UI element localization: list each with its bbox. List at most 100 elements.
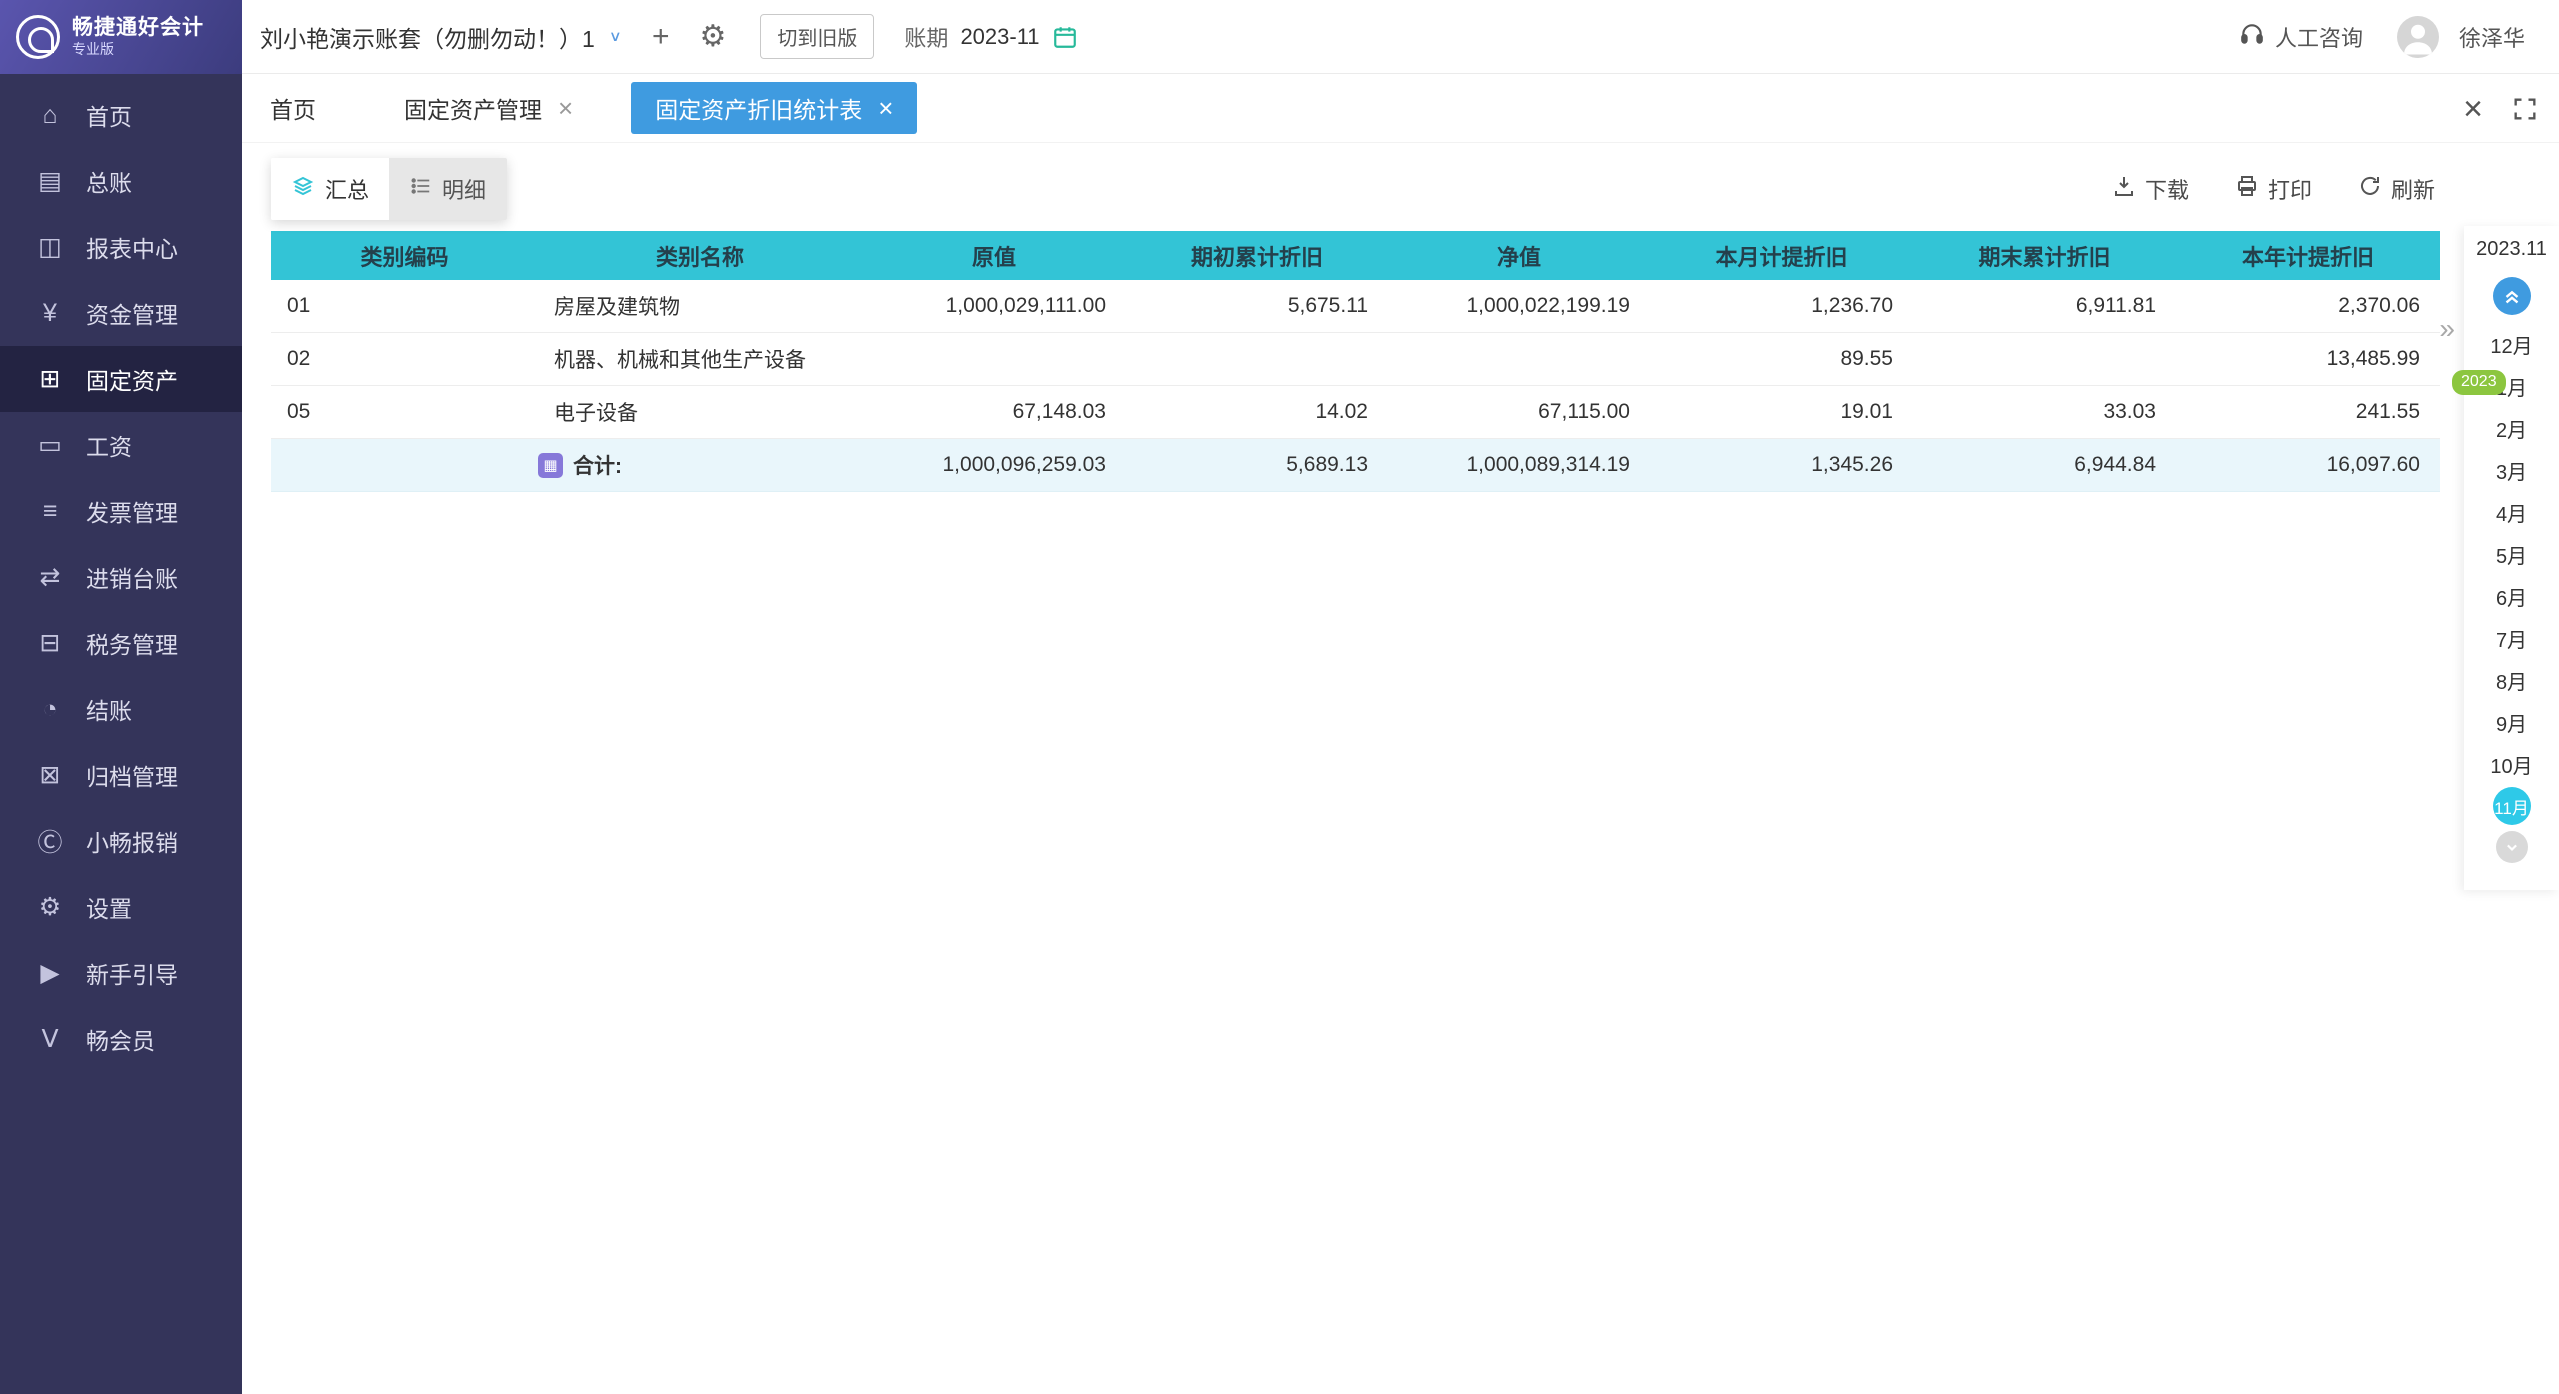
sidebar-item-invoice-management[interactable]: ≡ 发票管理	[0, 478, 242, 544]
sidebar-item-purchase-sale-ledger[interactable]: ⇄ 进销台账	[0, 544, 242, 610]
trade-icon: ⇄	[39, 563, 61, 591]
report-icon: ◫	[38, 233, 62, 261]
invoice-icon: ≡	[42, 496, 58, 525]
summary-view-button[interactable]: 汇总	[271, 158, 389, 220]
month-item-sep[interactable]: 9月	[2495, 713, 2528, 736]
calendar-icon[interactable]	[1052, 24, 1078, 50]
tab-fixed-asset-management[interactable]: 固定资产管理 ×	[404, 93, 574, 123]
sidebar-item-beginner-guide[interactable]: ▶ 新手引导	[0, 940, 242, 1006]
month-item-aug[interactable]: 8月	[2495, 671, 2528, 694]
close-icon[interactable]: ×	[558, 93, 574, 123]
toolbar-actions: 下载 打印 刷新	[2112, 173, 2435, 205]
home-icon: ⌂	[42, 100, 58, 129]
gear-icon[interactable]: ⚙	[699, 19, 727, 53]
table-row: 05 电子设备 67,148.03 14.02 67,115.00 19.01 …	[271, 386, 2440, 439]
sidebar-item-payroll[interactable]: ▭ 工资	[0, 412, 242, 478]
col-category-name: 类别名称	[655, 244, 744, 270]
app-edition: 专业版	[72, 40, 114, 57]
app-title: 畅捷通好会计	[72, 15, 204, 39]
settings-icon: ⚙	[38, 893, 62, 921]
refresh-icon	[2358, 174, 2382, 204]
account-name: 刘小艳演示账套（勿删勿动！）1	[260, 25, 595, 52]
month-item-dec[interactable]: 12月	[2490, 335, 2533, 358]
support-label: 人工咨询	[2274, 25, 2363, 51]
month-item-oct[interactable]: 10月	[2490, 755, 2533, 778]
headset-icon	[2239, 21, 2265, 53]
member-icon: Ⅴ	[41, 1025, 59, 1053]
table-row: 01 房屋及建筑物 1,000,029,111.00 5,675.11 1,00…	[271, 280, 2440, 333]
view-toggle: 汇总 明细	[271, 158, 507, 220]
month-item-jul[interactable]: 7月	[2495, 629, 2528, 652]
sidebar-item-archive-management[interactable]: ⊠ 归档管理	[0, 742, 242, 808]
table-total-row: ▦ 合计: 1,000,096,259.03 5,689.13 1,000,08…	[271, 439, 2440, 492]
fullscreen-icon[interactable]	[2511, 95, 2539, 123]
sidebar-item-tax-management[interactable]: ⊟ 税务管理	[0, 610, 242, 676]
close-icon[interactable]: ×	[878, 93, 894, 123]
support-button[interactable]: 人工咨询	[2239, 21, 2363, 53]
sidebar-item-report-center[interactable]: ◫ 报表中心	[0, 214, 242, 280]
refresh-button[interactable]: 刷新	[2358, 173, 2435, 205]
reimburse-icon: Ⓒ	[37, 829, 63, 857]
closing-icon: ◔	[42, 694, 58, 723]
tab-bar: 首页 固定资产管理 × 固定资产折旧统计表 × ×	[242, 74, 2559, 143]
month-item-nov-selected[interactable]: 11月	[2464, 785, 2559, 827]
avatar[interactable]	[2396, 15, 2439, 58]
username: 徐泽华	[2458, 25, 2525, 51]
tab-home[interactable]: 首页	[270, 97, 316, 123]
month-item-feb[interactable]: 2月	[2495, 419, 2528, 442]
sidebar-item-settings[interactable]: ⚙ 设置	[0, 874, 242, 940]
download-button[interactable]: 下载	[2112, 173, 2189, 205]
close-all-icon[interactable]: ×	[2463, 89, 2483, 128]
add-account-icon[interactable]: +	[651, 19, 670, 53]
scroll-up-icon[interactable]	[2492, 277, 2531, 315]
calculator-icon: ▦	[538, 452, 563, 478]
depreciation-table: 类别编码 类别名称 原值 期初累计折旧 净值 本月计提折旧 期末累计折旧 本年计…	[271, 231, 2440, 492]
month-item-mar[interactable]: 3月	[2495, 461, 2528, 484]
top-bar: 畅捷通好会计 专业版 刘小艳演示账套（勿删勿动！）1 ∨ + ⚙ 切到旧版 账期…	[0, 0, 2559, 74]
sidebar-item-reimbursement[interactable]: Ⓒ 小畅报销	[0, 808, 242, 874]
sidebar-item-closing[interactable]: ◔ 结账	[0, 676, 242, 742]
accounting-period[interactable]: 账期 2023-11	[904, 21, 1077, 53]
fund-icon: ¥	[43, 298, 57, 327]
report-toolbar: 汇总 明细 下载	[271, 157, 2559, 221]
period-label: 账期	[904, 25, 949, 51]
sidebar-item-fixed-assets[interactable]: ⊞ 固定资产	[0, 346, 242, 412]
table-row: 02 机器、机械和其他生产设备 89.55 13,485.99	[271, 333, 2440, 386]
col-category-code: 类别编码	[360, 244, 449, 270]
col-original-value: 原值	[971, 244, 1016, 270]
month-item-may[interactable]: 5月	[2495, 545, 2528, 568]
sidebar-nav: ⌂ 首页 ▤ 总账 ◫ 报表中心 ¥ 资金管理 ⊞ 固定资产 ▭ 工资 ≡ 发票管理 ⇄ 进销台…	[0, 74, 242, 1394]
month-list: 12月 1月 2月 3月 4月 5月 6月 7月 8月 9月 10月 11月	[2464, 323, 2559, 827]
list-icon	[410, 175, 432, 203]
account-selector[interactable]: 刘小艳演示账套（勿删勿动！）1 ∨	[260, 20, 622, 54]
app-logo-icon	[16, 14, 60, 59]
panel-collapse-icon[interactable]: »	[2439, 313, 2455, 344]
tax-icon: ⊟	[39, 629, 61, 657]
switch-old-version-button[interactable]: 切到旧版	[760, 14, 875, 59]
col-net-value: 净值	[1496, 244, 1541, 270]
printer-icon	[2235, 174, 2259, 204]
guide-icon: ▶	[40, 959, 60, 987]
period-selector-panel: 2023.11 2023 12月 1月 2月 3月 4月 5月 6月 7月 8月…	[2452, 226, 2559, 890]
detail-view-button[interactable]: 明细	[389, 158, 507, 220]
archive-icon: ⊠	[39, 761, 61, 789]
sidebar-item-fund-management[interactable]: ¥ 资金管理	[0, 280, 242, 346]
sidebar-item-general-ledger[interactable]: ▤ 总账	[0, 148, 242, 214]
app-logo: 畅捷通好会计 专业版	[0, 0, 242, 74]
table-header: 类别编码 类别名称 原值 期初累计折旧 净值 本月计提折旧 期末累计折旧 本年计…	[271, 231, 2440, 280]
col-begin-accum-depreciation: 期初累计折旧	[1190, 244, 1323, 270]
month-item-jun[interactable]: 6月	[2495, 587, 2528, 610]
main-area: 首页 固定资产管理 × 固定资产折旧统计表 × ×	[242, 74, 2559, 1394]
period-value: 2023-11	[960, 23, 1040, 49]
month-item-apr[interactable]: 4月	[2495, 503, 2528, 526]
print-button[interactable]: 打印	[2235, 173, 2312, 205]
sidebar-item-home[interactable]: ⌂ 首页	[0, 82, 242, 148]
content-area: 汇总 明细 下载	[242, 157, 2559, 1394]
col-year-depreciation: 本年计提折旧	[2241, 244, 2374, 270]
current-period-label: 2023.11	[2476, 238, 2547, 260]
download-icon	[2112, 174, 2136, 204]
scroll-down-icon[interactable]	[2495, 831, 2528, 863]
tab-depreciation-statistics[interactable]: 固定资产折旧统计表 ×	[631, 82, 918, 134]
sidebar-item-membership[interactable]: Ⅴ 畅会员	[0, 1006, 242, 1072]
